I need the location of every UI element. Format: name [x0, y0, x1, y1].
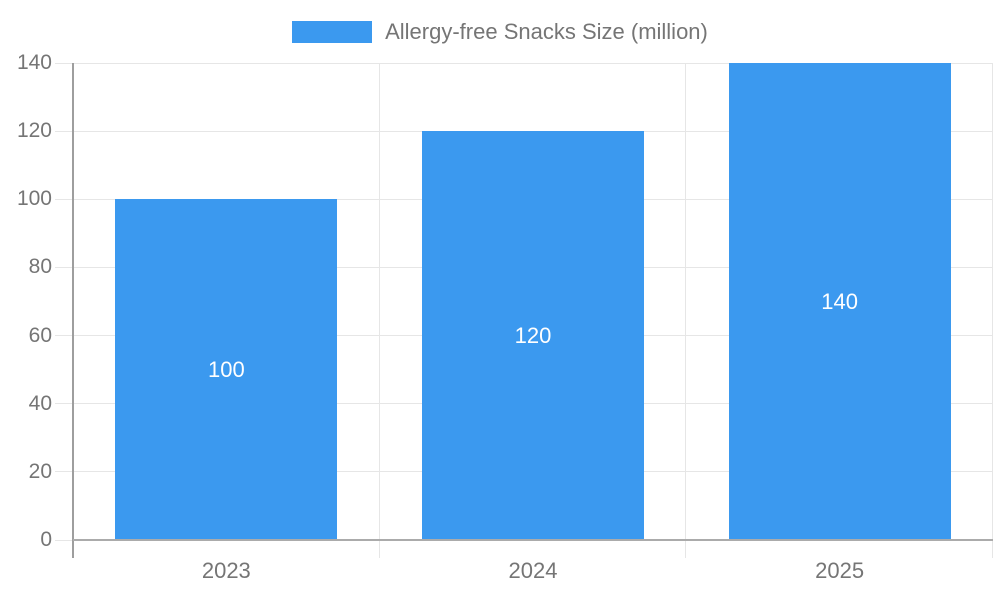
bar-value-label: 140	[821, 288, 859, 314]
x-tick-label: 2023	[201, 558, 251, 583]
y-tick-label: 0	[40, 528, 52, 551]
y-axis-line	[72, 63, 74, 558]
bar[interactable]: 100	[115, 199, 338, 540]
y-tick-label: 40	[28, 391, 52, 415]
x-axis-line	[73, 539, 993, 541]
legend-label: Allergy-free Snacks Size (million)	[385, 19, 708, 44]
x-grid-line	[992, 63, 993, 558]
chart-legend[interactable]: Allergy-free Snacks Size (million)	[0, 20, 1000, 44]
y-grid-line	[55, 62, 993, 64]
y-tick-label: 20	[28, 459, 52, 483]
bar[interactable]: 120	[422, 131, 644, 540]
x-grid-line	[685, 63, 687, 558]
y-tick-label: 100	[16, 187, 52, 211]
bar[interactable]: 140	[728, 63, 951, 540]
x-tick-label: 2025	[815, 558, 865, 583]
y-tick-label: 140	[16, 51, 52, 74]
y-tick-label: 80	[28, 255, 52, 279]
bar-value-label: 100	[207, 356, 245, 382]
y-tick-label: 60	[28, 323, 52, 347]
bar-value-label: 120	[514, 322, 552, 348]
legend-swatch-icon	[292, 21, 373, 43]
x-grid-line	[378, 63, 380, 558]
x-tick-label: 2024	[508, 558, 558, 583]
y-tick-label: 120	[16, 119, 52, 143]
